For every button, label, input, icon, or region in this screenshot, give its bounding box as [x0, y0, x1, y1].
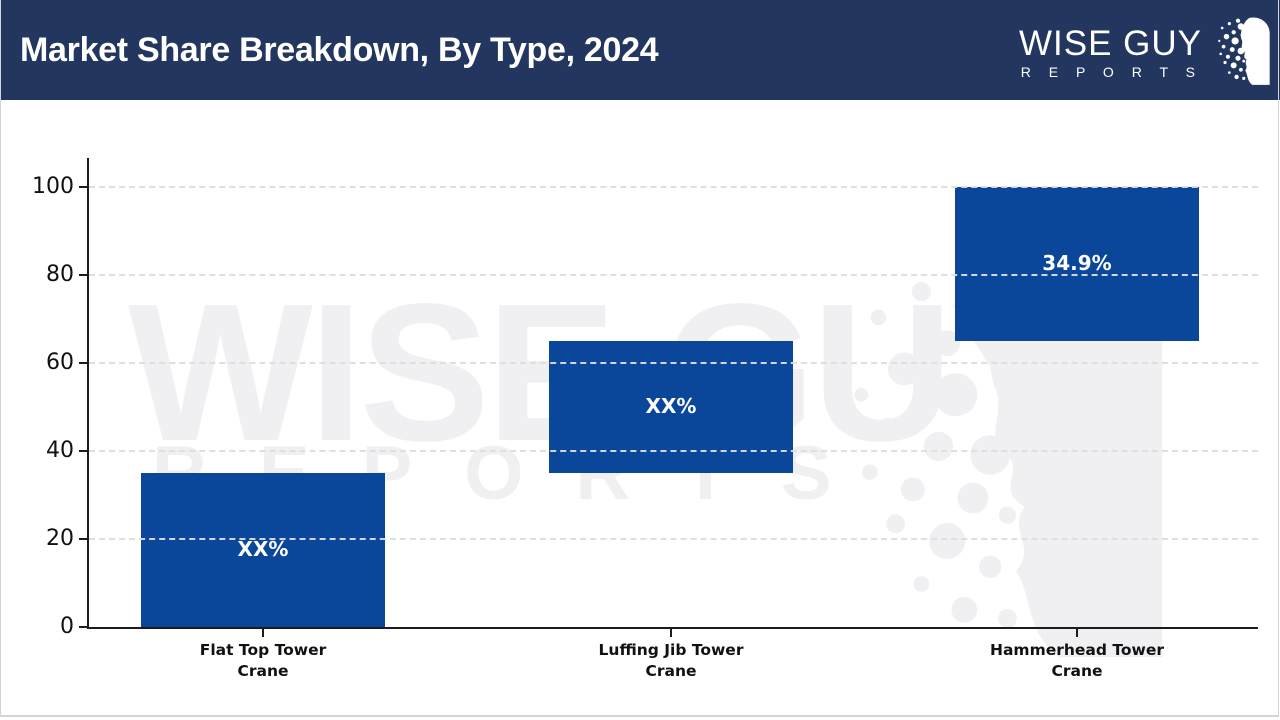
x-category-label: Hammerhead Tower Crane: [989, 641, 1165, 680]
logo-wordmark: WISE GUY: [1018, 24, 1202, 63]
bar-segment: XX%: [549, 340, 793, 474]
y-tick: [79, 362, 87, 364]
bar-value-label: XX%: [237, 537, 289, 562]
x-category-label: Flat Top Tower Crane: [199, 641, 327, 680]
y-tick-label: 100: [32, 174, 74, 199]
face-profile-dots-icon: [1218, 17, 1270, 85]
y-tick: [79, 186, 87, 188]
x-tick: [670, 629, 672, 637]
x-category-label: Luffing Jib Tower Crane: [598, 641, 744, 680]
bar-value-label: XX%: [645, 393, 697, 418]
y-axis-line: [87, 158, 89, 629]
header-bar: Market Share Breakdown, By Type, 2024 WI…: [0, 0, 1280, 100]
x-tick: [1076, 629, 1078, 637]
x-tick: [262, 629, 264, 637]
y-tick: [79, 450, 87, 452]
y-tick: [79, 626, 87, 628]
gridline: [89, 450, 1258, 452]
y-tick-label: 40: [46, 438, 74, 463]
y-tick: [79, 538, 87, 540]
logo: WISE GUY R E P O R T S: [1004, 6, 1274, 94]
y-tick: [79, 274, 87, 276]
bar-value-label: 34.9%: [1042, 250, 1112, 275]
gridline: [89, 186, 1258, 188]
logo-subtext: R E P O R T S: [1020, 64, 1202, 80]
y-tick-label: 80: [46, 262, 74, 287]
page-title: Market Share Breakdown, By Type, 2024: [20, 31, 659, 69]
y-tick-label: 0: [60, 614, 74, 639]
gridline: [89, 362, 1258, 364]
bar-segment: 34.9%: [955, 187, 1199, 341]
y-tick-label: 60: [46, 350, 74, 375]
y-tick-label: 20: [46, 526, 74, 551]
gridline: [89, 274, 1258, 276]
gridline: [89, 538, 1258, 540]
x-axis-line: [87, 627, 1258, 629]
bar-segment: XX%: [141, 473, 385, 627]
